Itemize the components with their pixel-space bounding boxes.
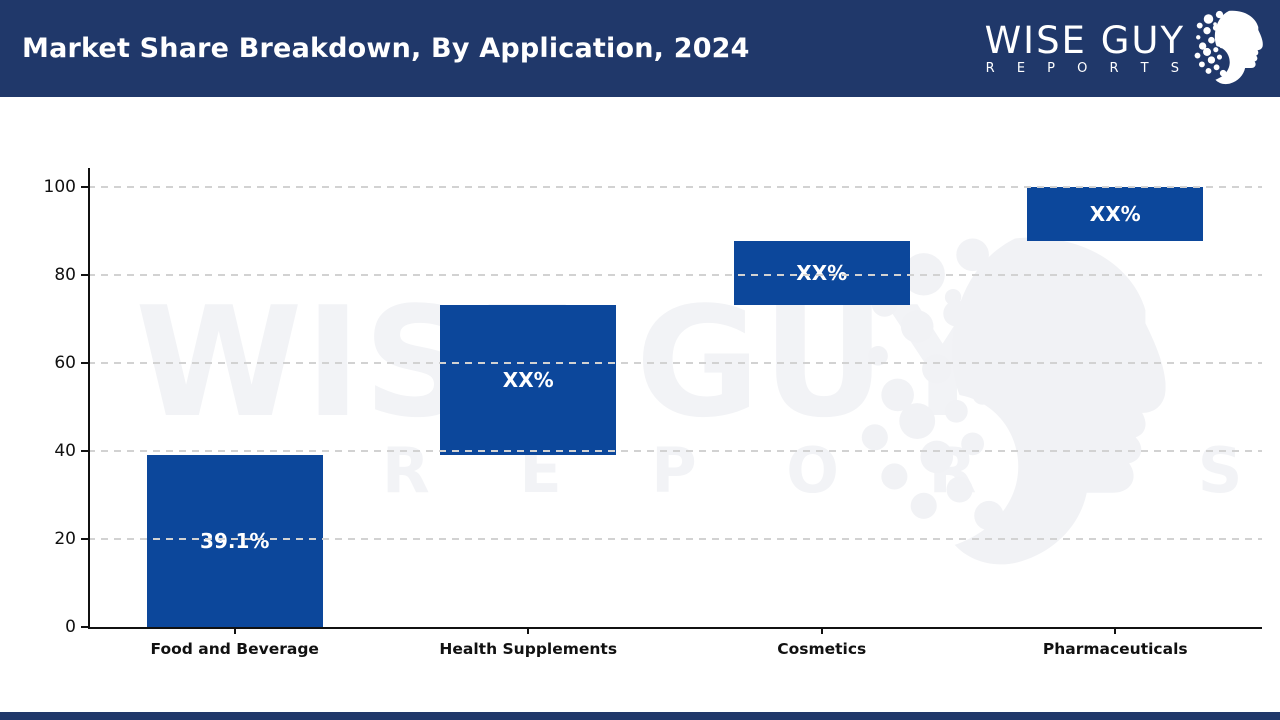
y-axis-tick xyxy=(81,362,88,364)
x-axis-tick xyxy=(233,627,236,634)
bar-value-label: 39.1% xyxy=(200,528,270,553)
y-axis-tick-label: 20 xyxy=(54,529,76,549)
gridline xyxy=(88,186,1262,188)
x-axis-tick xyxy=(527,627,530,634)
logo-face-icon xyxy=(1194,10,1263,84)
bar-food-and-beverage: 39.1% xyxy=(146,454,323,627)
x-axis-category-label: Food and Beverage xyxy=(150,640,319,658)
gridline xyxy=(88,362,1262,364)
y-axis-tick xyxy=(81,538,88,540)
bar-cosmetics: XX% xyxy=(733,241,910,305)
gridline xyxy=(88,274,1262,276)
y-axis-tick xyxy=(81,186,88,188)
y-axis-tick-label: 0 xyxy=(65,617,76,637)
bar-value-label: XX% xyxy=(502,367,554,392)
footer-bar xyxy=(0,712,1280,720)
y-axis-tick-label: 40 xyxy=(54,441,76,461)
x-axis-category-label: Health Supplements xyxy=(439,640,618,658)
logo-reports-label: R E P O R T S xyxy=(985,61,1188,76)
bar-health-supplements: XX% xyxy=(440,304,617,455)
y-axis-tick xyxy=(81,626,88,628)
logo-wise-guy-label: WISE GUY xyxy=(984,19,1186,62)
y-axis-tick-label: 100 xyxy=(43,177,76,197)
x-axis-category-label: Pharmaceuticals xyxy=(1042,640,1188,658)
x-axis-category-label: Cosmetics xyxy=(777,640,867,658)
y-axis-tick-label: 80 xyxy=(54,265,76,285)
y-axis-tick-label: 60 xyxy=(54,353,76,373)
y-axis-line xyxy=(88,168,90,629)
page-title: Market Share Breakdown, By Application, … xyxy=(22,33,750,64)
x-axis-line xyxy=(88,627,1262,629)
y-axis-tick xyxy=(81,450,88,452)
bar-value-label: XX% xyxy=(796,261,848,285)
gridline xyxy=(88,450,1262,452)
logo-text: WISE GUY R E P O R T S xyxy=(982,22,1188,75)
bar-value-label: XX% xyxy=(1089,202,1141,227)
wise-guy-reports-logo: WISE GUY R E P O R T S xyxy=(982,0,1266,97)
x-axis-tick xyxy=(820,627,823,634)
header-bar: Market Share Breakdown, By Application, … xyxy=(0,0,1280,97)
y-axis-tick xyxy=(81,274,88,276)
bar-pharmaceuticals: XX% xyxy=(1027,187,1204,242)
gridline xyxy=(88,538,1262,540)
x-axis-tick xyxy=(1114,627,1117,634)
